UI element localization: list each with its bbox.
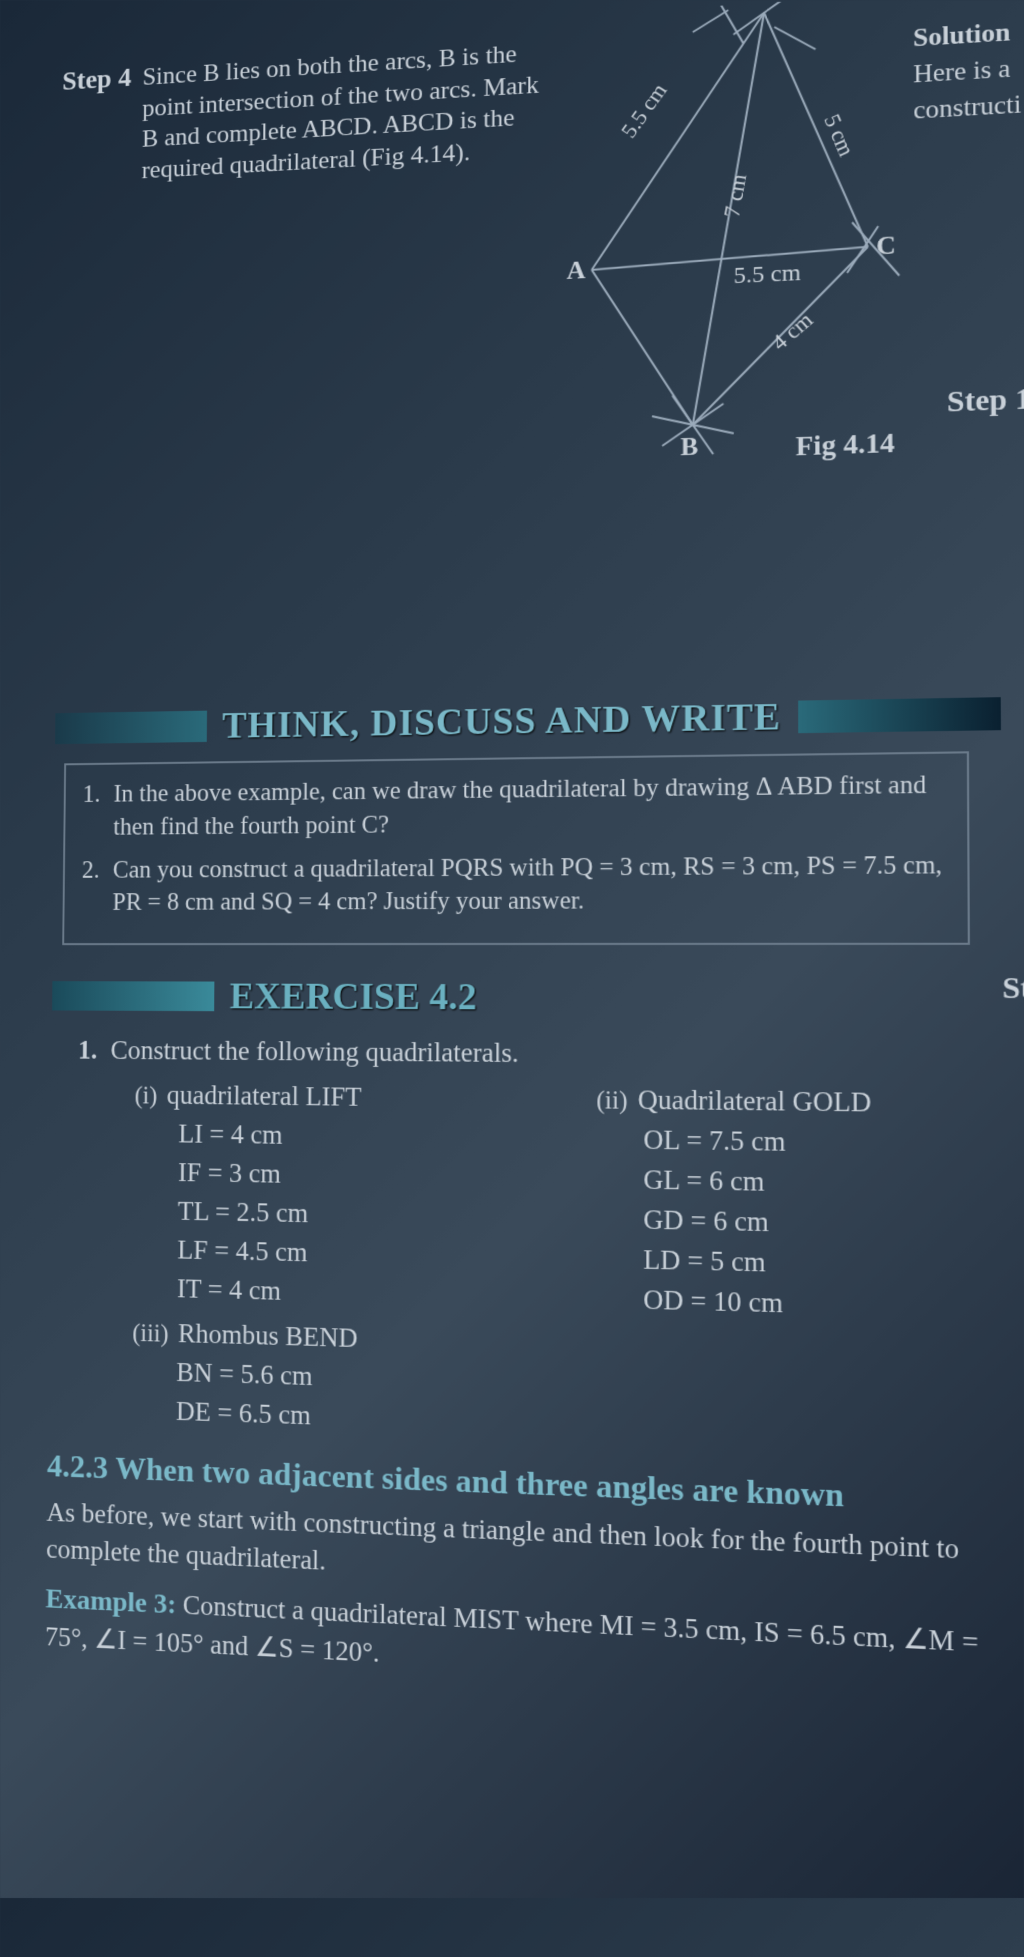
exercise-item-iii: (iii) Rhombus BEND BN = 5.6 cm DE = 6.5 …	[132, 1317, 1005, 1455]
item-i-m0: LI = 4 cm	[178, 1119, 515, 1154]
right-text-2: constructi	[913, 88, 1024, 125]
right-margin: Solution Here is a constructi	[913, 15, 1024, 131]
item-ii-m3: LD = 5 cm	[643, 1244, 1004, 1284]
vertex-c: C	[876, 231, 896, 261]
exercise-q1-num: 1.	[78, 1035, 98, 1066]
step-text: Since B lies on both the arcs, B is the …	[141, 36, 548, 186]
svg-text:7 cm: 7 cm	[719, 172, 752, 218]
item-i-m3: LF = 4.5 cm	[177, 1235, 515, 1273]
think-q2-text: Can you construct a quadrilateral PQRS w…	[112, 848, 948, 920]
svg-text:4 cm: 4 cm	[767, 307, 818, 355]
think-q1-num: 1.	[82, 778, 100, 844]
think-heading: THINK, DISCUSS AND WRITE	[222, 695, 781, 748]
example-label: Example 3:	[45, 1584, 176, 1621]
item-i-label: (i)	[135, 1083, 158, 1111]
exercise-item-ii: (ii) Quadrilateral GOLD OL = 7.5 cm GL =…	[596, 1084, 1004, 1334]
exercise-bar	[52, 981, 214, 1011]
exercise-item-i: (i) quadrilateral LIFT LI = 4 cm IF = 3 …	[133, 1080, 516, 1321]
exercise-q1-text: Construct the following quadrilaterals.	[110, 1035, 518, 1069]
exercise-heading: EXERCISE 4.2	[230, 975, 477, 1020]
vertex-d: D	[764, 0, 783, 9]
think-box: 1. In the above example, can we draw the…	[62, 751, 970, 945]
vertex-b: B	[681, 432, 699, 461]
vertex-a: A	[567, 256, 587, 285]
right-step1: Step 1	[947, 382, 1024, 420]
think-heading-band: THINK, DISCUSS AND WRITE	[55, 691, 1001, 750]
step-label: Step 4	[61, 63, 131, 190]
think-q1-text: In the above example, can we draw the qu…	[113, 768, 948, 844]
item-i-m4: IT = 4 cm	[177, 1273, 515, 1312]
figure-caption: Fig 4.14	[796, 428, 895, 464]
item-i-m1: IF = 3 cm	[178, 1157, 515, 1193]
think-q2-num: 2.	[81, 854, 99, 920]
right-ste: Ste	[1002, 971, 1024, 1007]
svg-text:5.5 cm: 5.5 cm	[616, 79, 672, 142]
item-iii-title: Rhombus BEND	[178, 1318, 358, 1354]
svg-text:5.5 cm: 5.5 cm	[734, 259, 801, 289]
item-ii-title: Quadrilateral GOLD	[638, 1084, 872, 1118]
item-i-m2: TL = 2.5 cm	[178, 1196, 515, 1233]
right-text-1: Here is a	[913, 52, 1024, 90]
item-ii-m0: OL = 7.5 cm	[643, 1124, 1003, 1161]
heading-bar-right	[798, 697, 1001, 733]
section-number: 4.2.3	[47, 1447, 108, 1485]
quadrilateral-diagram: D A C B 5.5 cm 5 cm 5.5 cm 4 cm 7 cm	[561, 0, 910, 479]
item-ii-m2: GD = 6 cm	[643, 1204, 1003, 1243]
item-ii-m4: OD = 10 cm	[643, 1284, 1004, 1325]
item-ii-m1: GL = 6 cm	[643, 1164, 1003, 1202]
item-i-title: quadrilateral LIFT	[167, 1080, 362, 1113]
heading-bar-left	[55, 711, 207, 745]
item-iii-label: (iii)	[132, 1320, 168, 1349]
exercise-heading-band: EXERCISE 4.2	[52, 974, 1002, 1022]
item-ii-label: (ii)	[596, 1087, 627, 1116]
